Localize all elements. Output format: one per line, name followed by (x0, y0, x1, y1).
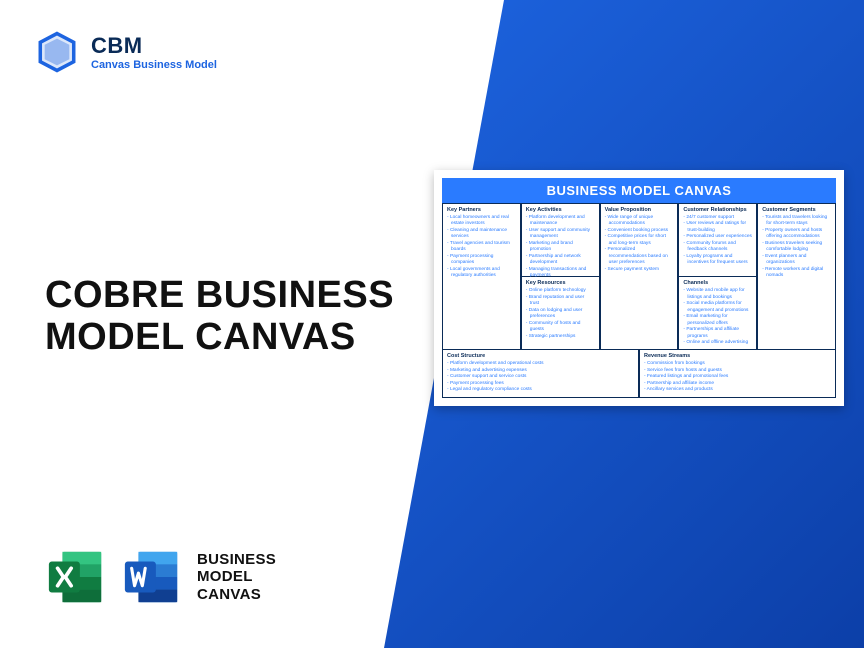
cell-list-item: Remote workers and digital nomads (762, 267, 831, 280)
cell-list-item: Local homeowners and real estate investo… (447, 215, 516, 228)
cell-list-item: Wide range of unique accommodations (605, 215, 674, 228)
cell-heading: Key Partners (447, 207, 516, 213)
cell-list-item: Cleaning and maintenance services (447, 228, 516, 241)
cell-list-item: Data on lodging and user preferences (526, 308, 595, 321)
cell-list-item: Legal and regulatory compliance costs (447, 387, 634, 393)
footer-label: BUSINESS MODEL CANVAS (197, 551, 276, 603)
word-icon (121, 546, 183, 608)
cell-list-item: Tourists and travelers looking for short… (762, 215, 831, 228)
cell-list-item: Partnerships and affiliate programs (683, 327, 752, 340)
cell-list-item: Community forums and feedback channels (683, 241, 752, 254)
canvas-card: BUSINESS MODEL CANVAS Key Partners Local … (434, 170, 844, 406)
cell-list-item: Local governments and regulatory authori… (447, 267, 516, 280)
cell-list-item: Travel agencies and tourism boards (447, 241, 516, 254)
cell-list-item: Competitive prices for short and long-te… (605, 234, 674, 247)
title-line-2: MODEL CANVAS (45, 317, 394, 359)
cell-list-item: Secure payment system (605, 267, 674, 273)
canvas-title: BUSINESS MODEL CANVAS (442, 178, 836, 203)
cell-heading: Key Resources (526, 280, 595, 286)
cell-heading: Cost Structure (447, 353, 634, 359)
cell-list-item: Payment processing companies (447, 254, 516, 267)
footer-line-2: MODEL (197, 568, 276, 585)
cell-list: Website and mobile app for listings and … (683, 288, 752, 346)
cell-customer-relationships: Customer Relationships 24/7 customer supp… (679, 204, 756, 277)
cell-heading: Key Activities (526, 207, 595, 213)
cell-value-proposition: Value Proposition Wide range of unique ac… (601, 204, 678, 349)
cell-list-item: Website and mobile app for listings and … (683, 288, 752, 301)
cell-list-item: User support and community management (526, 228, 595, 241)
page-title: COBRE BUSINESS MODEL CANVAS (45, 275, 394, 359)
cell-list-item: Email marketing for personalized offers (683, 314, 752, 327)
logo-abbr: CBM (91, 33, 217, 59)
cell-list-item: User reviews and ratings for trust-build… (683, 221, 752, 234)
logo-subtitle: Canvas Business Model (91, 59, 217, 71)
cbm-logo-icon (35, 30, 79, 74)
footer-line-3: CANVAS (197, 586, 276, 603)
cell-channels: Channels Website and mobile app for listi… (679, 277, 756, 349)
header-logo: CBM Canvas Business Model (35, 30, 217, 74)
cell-list: Commission from bookingsService fees fro… (644, 361, 831, 393)
cell-cost-structure: Cost Structure Platform development and o… (442, 350, 639, 397)
cell-list-item: Personalized recommendations based on us… (605, 247, 674, 266)
cell-list-item: Online platform technology (526, 288, 595, 294)
cell-list-item: Event planners and organizations (762, 254, 831, 267)
cell-list: Online platform technologyBrand reputati… (526, 288, 595, 340)
cell-list-item: Community of hosts and guests (526, 321, 595, 334)
cell-list: Tourists and travelers looking for short… (762, 215, 831, 280)
cell-list-item: Social media platforms for engagement an… (683, 301, 752, 314)
cell-key-partners: Key Partners Local homeowners and real es… (443, 204, 520, 349)
cell-heading: Revenue Streams (644, 353, 831, 359)
cell-list-item: Platform development and maintenance (526, 215, 595, 228)
cell-heading: Channels (683, 280, 752, 286)
cell-list-item: Marketing and brand promotion (526, 241, 595, 254)
cell-list-item: Brand reputation and user trust (526, 295, 595, 308)
cell-list-item: Loyalty programs and incentives for freq… (683, 254, 752, 267)
cell-revenue-streams: Revenue Streams Commission from bookingsS… (639, 350, 836, 397)
cell-customer-segments: Customer Segments Tourists and travelers … (758, 204, 835, 349)
footer-line-1: BUSINESS (197, 551, 276, 568)
cell-list-item: Business travelers seeking comfortable l… (762, 241, 831, 254)
cell-list-item: Strategic partnerships (526, 334, 595, 340)
cell-heading: Customer Segments (762, 207, 831, 213)
cell-heading: Customer Relationships (683, 207, 752, 213)
cell-list-item: Property owners and hosts offering accom… (762, 228, 831, 241)
cell-key-resources: Key Resources Online platform technologyB… (522, 277, 599, 349)
cell-list-item: Ancillary services and products (644, 387, 831, 393)
cell-key-activities: Key Activities Platform development and m… (522, 204, 599, 277)
footer-icons: BUSINESS MODEL CANVAS (45, 546, 276, 608)
cell-heading: Value Proposition (605, 207, 674, 213)
cell-list-item: Personalized user experiences (683, 234, 752, 240)
excel-icon (45, 546, 107, 608)
cell-list: Platform development and maintenanceUser… (526, 215, 595, 280)
title-line-1: COBRE BUSINESS (45, 275, 394, 317)
cell-list-item: Partnership and network development (526, 254, 595, 267)
cell-list: Platform development and operational cos… (447, 361, 634, 393)
cell-list: Wide range of unique accommodationsConve… (605, 215, 674, 273)
canvas-grid: Key Partners Local homeowners and real es… (442, 203, 836, 398)
cell-list: 24/7 customer supportUser reviews and ra… (683, 215, 752, 267)
cell-list-item: Online and offline advertising (683, 340, 752, 346)
cell-list: Local homeowners and real estate investo… (447, 215, 516, 280)
